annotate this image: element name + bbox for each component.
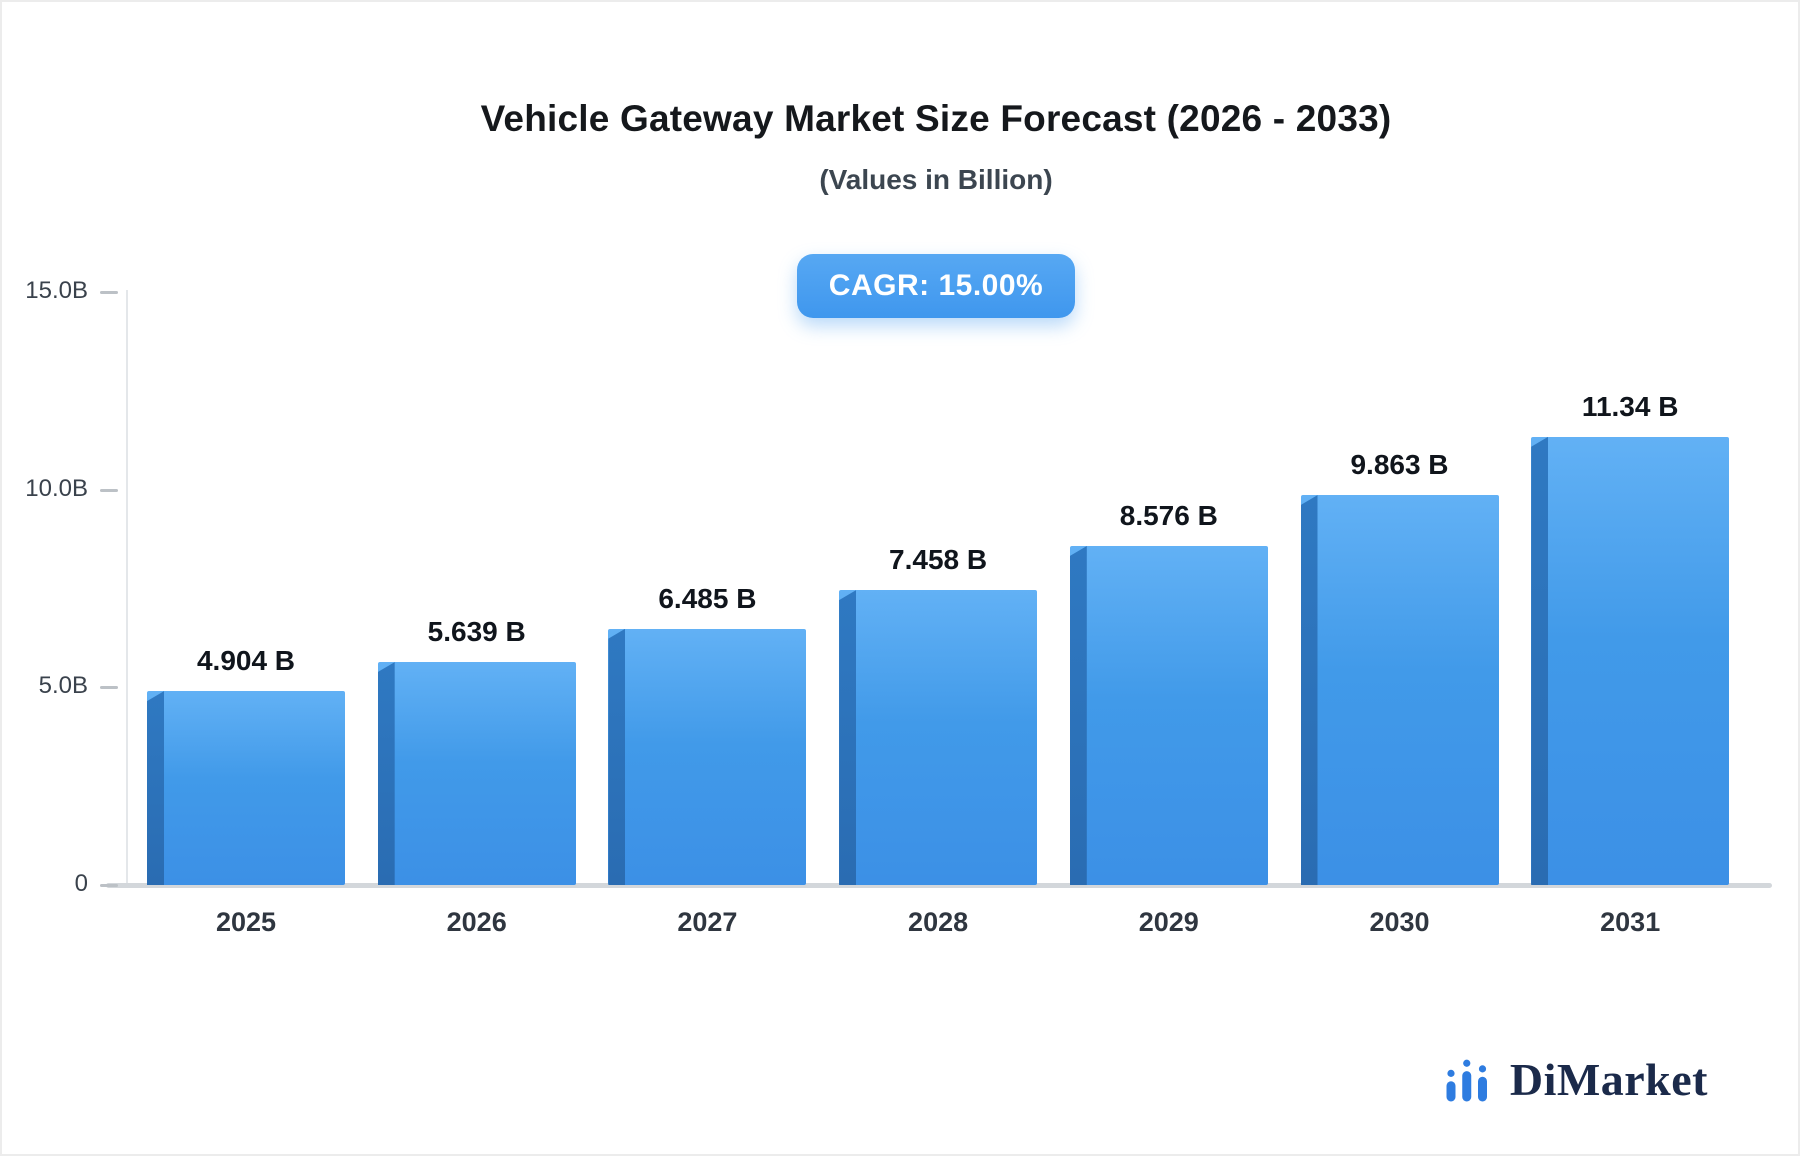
y-tick-mark (100, 488, 118, 492)
y-axis-label: 0 (74, 870, 88, 897)
bar: 4.904 B (147, 645, 345, 885)
x-axis-label: 2028 (908, 907, 969, 937)
x-axis-label: 2031 (1600, 907, 1661, 937)
y-axis-label: 10.0B (25, 474, 88, 502)
bar-value-label: 9.863 B (1350, 449, 1449, 481)
bar: 6.485 B (608, 583, 807, 885)
bar: 9.863 B (1300, 449, 1499, 885)
logo-text: DiMarket (1509, 1053, 1708, 1105)
bar-value-label: 5.639 B (427, 616, 526, 648)
x-axis-label: 2027 (677, 907, 738, 937)
cagr-badge-container: CAGR: 15.00% (74, 254, 1798, 318)
brand-logo: DiMarket (1442, 1052, 1708, 1106)
bar: 5.639 B (377, 616, 576, 885)
bar-value-label: 7.458 B (889, 544, 988, 576)
y-axis-line (126, 290, 128, 885)
x-axis-label: 2029 (1138, 907, 1199, 937)
y-tick-mark (100, 884, 118, 887)
bar-value-label: 4.904 B (196, 645, 296, 677)
chart-title: Vehicle Gateway Market Size Forecast (20… (480, 98, 1392, 139)
bar: 7.458 B (839, 544, 1038, 885)
y-tick-mark (100, 291, 118, 294)
x-axis-baseline (106, 883, 1772, 888)
x-axis-label: 2030 (1369, 907, 1430, 937)
cagr-badge: CAGR: 15.00% (796, 254, 1076, 318)
bar-value-label: 6.485 B (658, 582, 757, 614)
y-tick-mark (100, 686, 118, 690)
x-axis-label: 2025 (215, 907, 277, 937)
bar: 11.34 B (1531, 391, 1730, 885)
bar-value-label: 11.34 B (1581, 390, 1679, 422)
y-axis-label: 15.0B (25, 277, 88, 304)
y-axis-label: 5.0B (38, 672, 88, 700)
bar: 8.576 B (1069, 500, 1268, 885)
bar-chart-icon (1446, 1059, 1487, 1102)
bar-value-label: 8.576 B (1119, 499, 1218, 531)
x-axis-label: 2026 (446, 907, 507, 937)
chart-subtitle: (Values in Billion) (819, 164, 1053, 195)
